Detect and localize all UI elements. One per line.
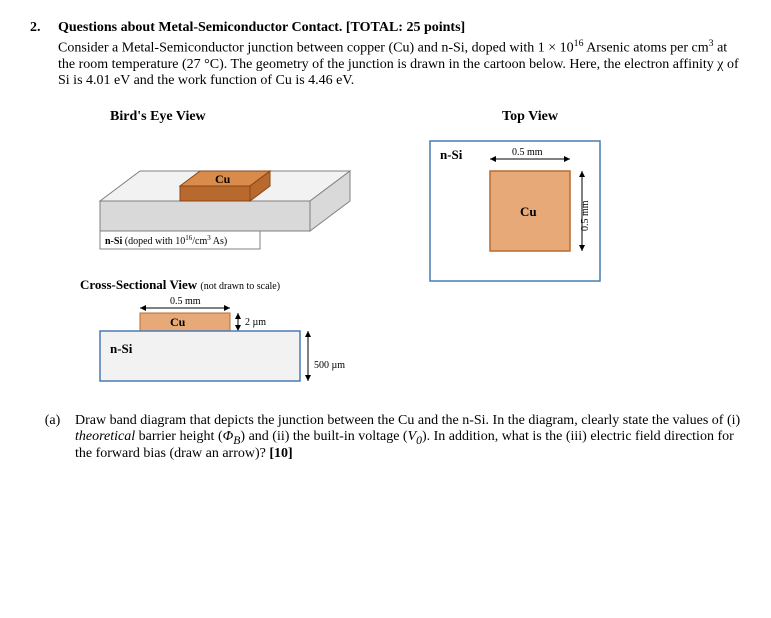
cross-title-main: Cross-Sectional View: [80, 277, 200, 292]
question-body: Questions about Metal-Semiconductor Cont…: [58, 20, 741, 89]
sub-text-1: Draw band diagram that depicts the junct…: [75, 413, 740, 428]
sub-body: Draw band diagram that depicts the junct…: [75, 413, 741, 463]
sub-question-a: (a) Draw band diagram that depicts the j…: [30, 413, 741, 463]
top-view-title: Top View: [420, 109, 640, 125]
cu-label-3d: Cu: [215, 172, 231, 186]
dim-w-arrow-l: [140, 305, 146, 311]
q-exp-1: 16: [574, 38, 584, 49]
sub-phi: Φ: [223, 429, 234, 444]
figures-container: Bird's Eye View Cu n-Si (doped with 1016…: [80, 109, 741, 403]
cross-title: Cross-Sectional View (not drawn to scale…: [80, 277, 380, 293]
q-text-1: Consider a Metal-Semiconductor junction …: [58, 41, 574, 56]
cu-h-arrow-b: [235, 325, 241, 331]
cross-title-note: (not drawn to scale): [200, 281, 280, 292]
nsi-h-text: 500 µm: [314, 360, 345, 371]
cross-nsi-rect: [100, 331, 300, 381]
cross-svg: 0.5 mm Cu 2 µm n-Si 500 µm: [80, 293, 380, 403]
left-figures: Bird's Eye View Cu n-Si (doped with 1016…: [80, 109, 380, 403]
slab-front-face: [100, 201, 310, 231]
question-title: Questions about Metal-Semiconductor Cont…: [58, 20, 741, 36]
sub-text-2: barrier height (: [135, 429, 222, 444]
sub-v: V: [408, 429, 417, 444]
question-text: Consider a Metal-Semiconductor junction …: [58, 38, 741, 89]
dim-w-arrow-r: [224, 305, 230, 311]
cu-h-text: 2 µm: [245, 317, 266, 328]
birds-eye-svg: Cu n-Si (doped with 1016/cm3 As): [80, 131, 380, 271]
cross-nsi-label: n-Si: [110, 341, 133, 356]
cross-cu-label: Cu: [170, 315, 186, 329]
nsi-h-arrow-b: [305, 375, 311, 381]
top-view-svg: n-Si 0.5 mm Cu 0.5 mm: [420, 131, 620, 291]
question-header: 2. Questions about Metal-Semiconductor C…: [30, 20, 741, 89]
birds-eye-title: Bird's Eye View: [110, 109, 380, 125]
top-dim-h-text: 0.5 mm: [512, 147, 543, 158]
q-text-2: Arsenic atoms per cm: [583, 41, 708, 56]
cu-front-face: [180, 186, 250, 201]
sub-points: [10]: [269, 446, 292, 461]
sub-label: (a): [30, 413, 75, 463]
top-nsi-label: n-Si: [440, 147, 463, 162]
top-cu-label: Cu: [520, 204, 537, 219]
nsi-h-arrow-t: [305, 331, 311, 337]
question-number: 2.: [30, 20, 58, 89]
right-figures: Top View n-Si 0.5 mm Cu 0.5 mm: [420, 109, 640, 403]
dim-w-text: 0.5 mm: [170, 296, 201, 307]
sub-text-italic: theoretical: [75, 429, 135, 444]
top-dim-v-text: 0.5 mm: [580, 200, 591, 231]
sub-text-3: ) and (ii) the built-in voltage (: [240, 429, 407, 444]
cu-h-arrow-t: [235, 313, 241, 319]
